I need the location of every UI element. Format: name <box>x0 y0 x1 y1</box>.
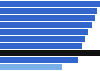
Bar <box>0 57 78 63</box>
Bar <box>0 50 100 56</box>
Bar <box>0 22 92 28</box>
Bar <box>0 43 82 49</box>
Bar <box>0 64 62 70</box>
Bar <box>0 8 97 14</box>
Bar <box>0 36 85 42</box>
Bar <box>0 29 88 35</box>
Bar <box>0 1 100 7</box>
Bar <box>0 15 95 21</box>
